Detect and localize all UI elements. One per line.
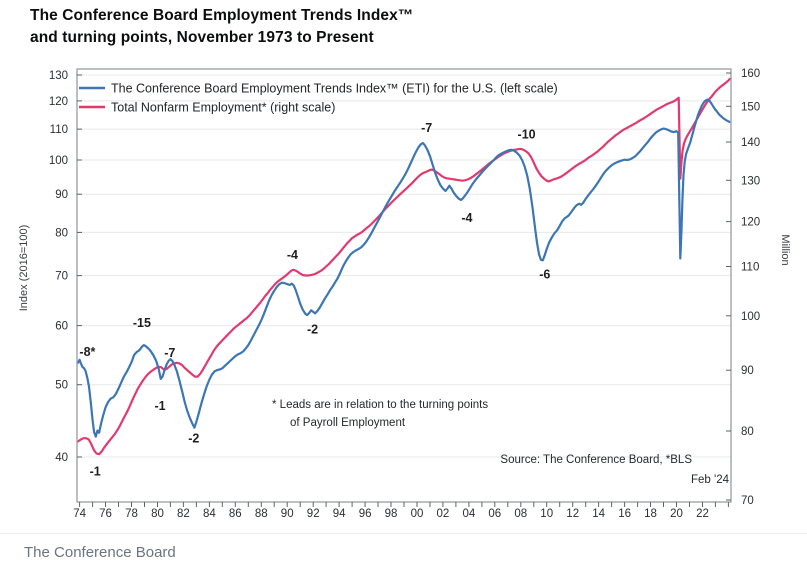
y-left-tick-label: 130 bbox=[49, 70, 68, 82]
x-tick-label: 82 bbox=[177, 508, 190, 520]
y-right-tick-label: 120 bbox=[741, 217, 760, 229]
x-tick-label: 80 bbox=[151, 508, 164, 520]
y-left-tick-label: 70 bbox=[55, 271, 68, 283]
lead-annotation: -15 bbox=[133, 316, 151, 330]
x-tick-label: 16 bbox=[618, 508, 631, 520]
chart-title-line1: The Conference Board Employment Trends I… bbox=[30, 7, 414, 24]
x-tick-label: 94 bbox=[333, 508, 346, 520]
y-left-tick-label: 120 bbox=[49, 96, 68, 108]
y-right-tick-label: 90 bbox=[741, 365, 754, 377]
lead-annotation: -7 bbox=[421, 121, 432, 135]
x-tick-label: 18 bbox=[644, 508, 657, 520]
lead-annotation: -4 bbox=[461, 211, 472, 225]
footer: The Conference Board bbox=[0, 533, 807, 579]
x-tick-label: 92 bbox=[307, 508, 320, 520]
x-tick-label: 12 bbox=[566, 508, 579, 520]
as-of-label: Feb '24 bbox=[691, 474, 730, 486]
x-tick-label: 96 bbox=[359, 508, 372, 520]
y-left-axis-title: Index (2016=100) bbox=[18, 225, 30, 312]
legend-label: Total Nonfarm Employment* (right scale) bbox=[111, 101, 335, 115]
x-tick-label: 04 bbox=[463, 508, 476, 520]
x-tick-label: 22 bbox=[696, 508, 709, 520]
x-tick-label: 98 bbox=[385, 508, 398, 520]
nonfarm-line bbox=[77, 77, 731, 456]
eti-line bbox=[77, 98, 731, 438]
lead-annotation: -1 bbox=[90, 465, 101, 479]
y-left-tick-label: 90 bbox=[55, 189, 68, 201]
y-right-tick-label: 100 bbox=[741, 311, 760, 323]
lead-annotation: -7 bbox=[164, 346, 175, 360]
footer-caption: The Conference Board bbox=[24, 544, 176, 561]
plot-border bbox=[76, 68, 732, 503]
y-right-tick-label: 140 bbox=[741, 137, 760, 149]
y-right-tick-label: 70 bbox=[741, 495, 754, 507]
chart-title-line2: and turning points, November 1973 to Pre… bbox=[30, 29, 374, 46]
x-tick-label: 90 bbox=[281, 508, 294, 520]
x-tick-label: 14 bbox=[592, 508, 605, 520]
lead-annotation: -1 bbox=[154, 399, 165, 413]
y-right-axis-title: Million bbox=[779, 234, 791, 265]
x-tick-label: 76 bbox=[99, 508, 112, 520]
y-right-tick-label: 80 bbox=[741, 426, 754, 438]
y-right-tick-label: 160 bbox=[741, 68, 760, 80]
y-right-tick-label: 110 bbox=[741, 262, 759, 274]
footnote-line2: of Payroll Employment bbox=[290, 417, 406, 429]
lead-annotation: -2 bbox=[188, 432, 199, 446]
legend-label: The Conference Board Employment Trends I… bbox=[111, 82, 558, 96]
x-tick-label: 00 bbox=[411, 508, 424, 520]
y-left-tick-label: 110 bbox=[50, 124, 68, 136]
y-right-tick-label: 130 bbox=[741, 175, 760, 187]
footnote-line1: * Leads are in relation to the turning p… bbox=[272, 399, 488, 411]
lead-annotation: -8* bbox=[79, 345, 95, 359]
source-note: Source: The Conference Board, *BLS bbox=[500, 454, 692, 466]
x-tick-label: 86 bbox=[229, 508, 242, 520]
x-tick-label: 78 bbox=[125, 508, 138, 520]
y-right-tick-label: 150 bbox=[741, 101, 760, 113]
x-tick-label: 74 bbox=[73, 508, 86, 520]
chart-title: The Conference Board Employment Trends I… bbox=[30, 5, 413, 49]
x-tick-label: 06 bbox=[488, 508, 501, 520]
x-tick-label: 10 bbox=[540, 508, 553, 520]
x-tick-label: 02 bbox=[437, 508, 450, 520]
x-tick-label: 08 bbox=[514, 508, 527, 520]
lead-annotation: -10 bbox=[518, 128, 536, 142]
x-tick-label: 20 bbox=[670, 508, 683, 520]
y-left-tick-label: 100 bbox=[49, 155, 68, 167]
y-left-tick-label: 50 bbox=[55, 380, 68, 392]
y-left-tick-label: 40 bbox=[55, 452, 68, 464]
lead-annotation: -6 bbox=[539, 267, 550, 281]
x-tick-label: 88 bbox=[255, 508, 268, 520]
lead-annotation: -4 bbox=[287, 248, 298, 262]
lead-annotation: -2 bbox=[307, 322, 318, 336]
y-left-tick-label: 60 bbox=[55, 321, 68, 333]
y-left-tick-label: 80 bbox=[55, 227, 68, 239]
x-tick-label: 84 bbox=[203, 508, 216, 520]
